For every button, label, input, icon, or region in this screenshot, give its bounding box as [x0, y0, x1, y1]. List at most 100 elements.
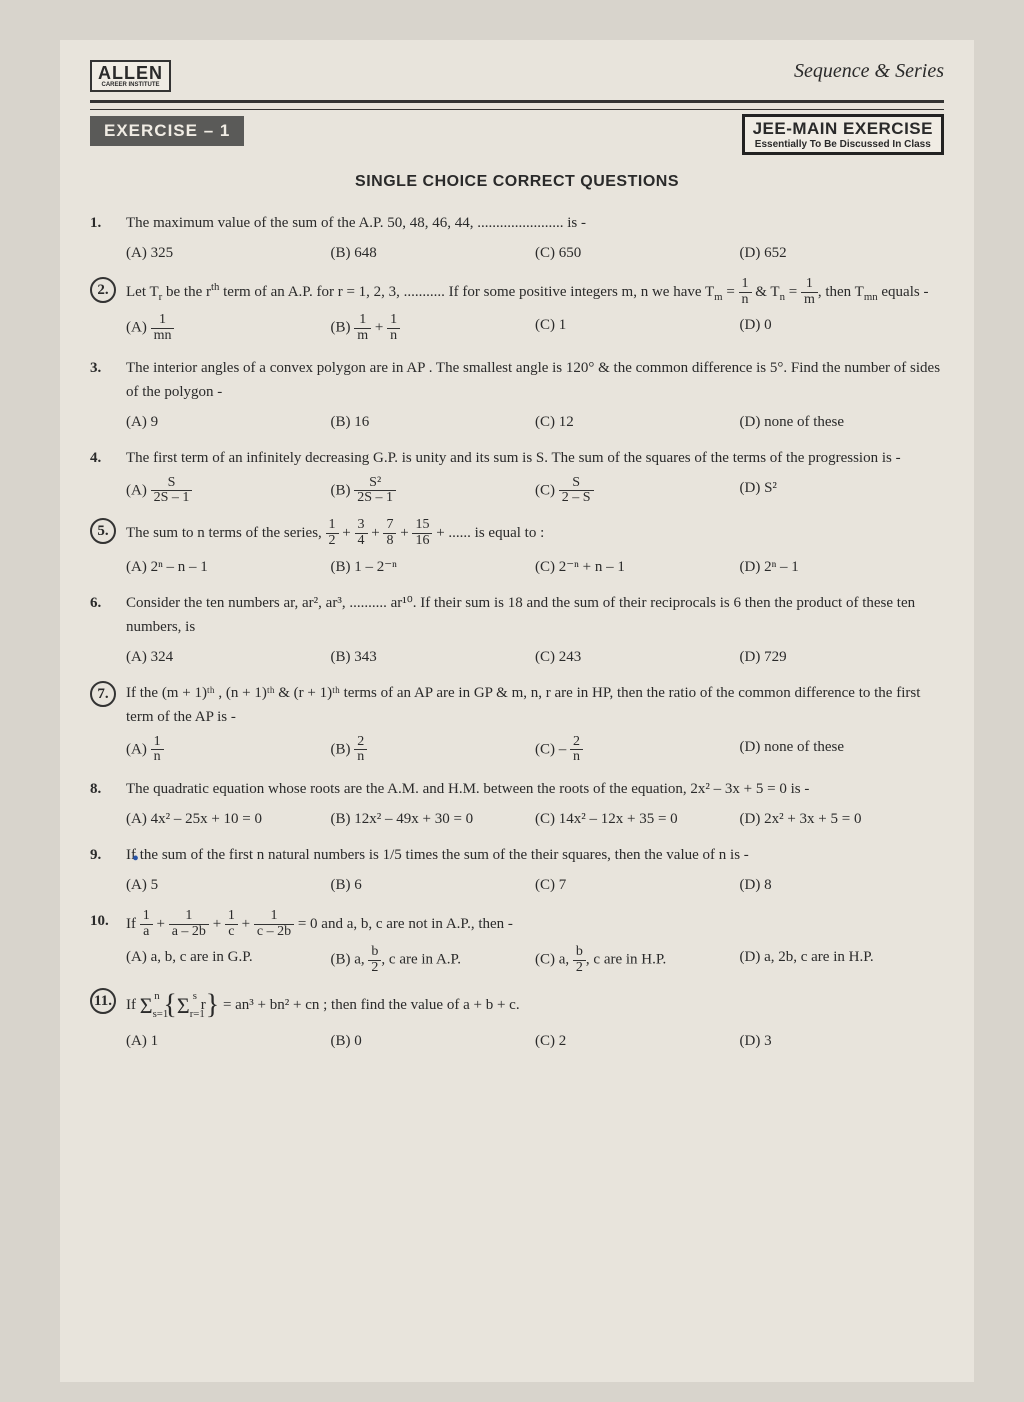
q11-opt-a: (A) 1 — [126, 1027, 331, 1055]
exercise-row: EXERCISE – 1 JEE-MAIN EXERCISE Essential… — [90, 116, 944, 146]
q4-body: The first term of an infinitely decreasi… — [126, 446, 944, 508]
q7-body: If the (m + 1)ᵗʰ , (n + 1)ᵗʰ & (r + 1)ᵗʰ… — [126, 681, 944, 767]
q11-opt-c: (C) 2 — [535, 1027, 740, 1055]
question-1: 1. The maximum value of the sum of the A… — [90, 211, 944, 267]
q10-text: If 1a + 1a – 2b + 1c + 1c – 2b = 0 and a… — [126, 916, 513, 932]
q2-opt-a: (A) 1mn — [126, 311, 331, 345]
q6-number: 6. — [90, 591, 126, 671]
q9-opt-d: (D) 8 — [740, 871, 945, 899]
brand-logo: ALLEN CAREER INSTITUTE — [90, 60, 171, 92]
q9-options: (A) 5 (B) 6 (C) 7 (D) 8 — [126, 871, 944, 899]
q6-opt-c: (C) 243 — [535, 643, 740, 671]
q5-options: (A) 2ⁿ – n – 1 (B) 1 – 2⁻ⁿ (C) 2⁻ⁿ + n –… — [126, 553, 944, 581]
q10-options: (A) a, b, c are in G.P. (B) a, b2, c are… — [126, 943, 944, 977]
q7-options: (A) 1n (B) 2n (C) – 2n (D) none of these — [126, 733, 944, 767]
q11-opt-d: (D) 3 — [740, 1027, 945, 1055]
brand-subtitle: CAREER INSTITUTE — [98, 82, 163, 88]
q5-opt-d: (D) 2ⁿ – 1 — [740, 553, 945, 581]
q7-opt-a: (A) 1n — [126, 733, 331, 767]
q1-opt-a: (A) 325 — [126, 239, 331, 267]
question-11: 11. If Σs=1n {Σr=1s r} = an³ + bn² + cn … — [90, 988, 944, 1055]
q7-text: If the (m + 1)ᵗʰ , (n + 1)ᵗʰ & (r + 1)ᵗʰ… — [126, 685, 920, 725]
q8-opt-b: (B) 12x² – 49x + 30 = 0 — [331, 805, 536, 833]
question-2: 2. Let Tr be the rth term of an A.P. for… — [90, 277, 944, 346]
q1-opt-b: (B) 648 — [331, 239, 536, 267]
q7-opt-c: (C) – 2n — [535, 733, 740, 767]
q1-number: 1. — [90, 211, 126, 267]
q8-opt-d: (D) 2x² + 3x + 5 = 0 — [740, 805, 945, 833]
q3-body: The interior angles of a convex polygon … — [126, 356, 944, 436]
q3-number: 3. — [90, 356, 126, 436]
q5-number: 5. — [90, 518, 126, 580]
q7-opt-d: (D) none of these — [740, 733, 945, 767]
q1-opt-c: (C) 650 — [535, 239, 740, 267]
q4-text: The first term of an infinitely decreasi… — [126, 450, 901, 466]
question-9: • 9. If the sum of the first n natural n… — [90, 843, 944, 899]
q2-opt-b: (B) 1m + 1n — [331, 311, 536, 345]
q7-opt-b: (B) 2n — [331, 733, 536, 767]
q9-opt-b: (B) 6 — [331, 871, 536, 899]
header-bar: ALLEN CAREER INSTITUTE Sequence & Series — [90, 60, 944, 98]
q9-opt-c: (C) 7 — [535, 871, 740, 899]
q3-text: The interior angles of a convex polygon … — [126, 360, 940, 400]
question-7: 7. If the (m + 1)ᵗʰ , (n + 1)ᵗʰ & (r + 1… — [90, 681, 944, 767]
q9-number: 9. — [90, 843, 126, 899]
q5-opt-b: (B) 1 – 2⁻ⁿ — [331, 553, 536, 581]
q11-text: If Σs=1n {Σr=1s r} = an³ + bn² + cn ; th… — [126, 997, 520, 1013]
q4-opt-b: (B) S²2S – 1 — [331, 474, 536, 508]
q2-opt-d: (D) 0 — [740, 311, 945, 345]
q5-opt-a: (A) 2ⁿ – n – 1 — [126, 553, 331, 581]
q1-text: The maximum value of the sum of the A.P.… — [126, 215, 586, 231]
q1-body: The maximum value of the sum of the A.P.… — [126, 211, 944, 267]
q1-options: (A) 325 (B) 648 (C) 650 (D) 652 — [126, 239, 944, 267]
q8-number: 8. — [90, 777, 126, 833]
q5-text: The sum to n terms of the series, 12 + 3… — [126, 525, 544, 541]
header-rule-thin — [90, 109, 944, 110]
q8-opt-a: (A) 4x² – 25x + 10 = 0 — [126, 805, 331, 833]
q11-number: 11. — [90, 988, 126, 1055]
q2-body: Let Tr be the rth term of an A.P. for r … — [126, 277, 944, 346]
q4-number: 4. — [90, 446, 126, 508]
q4-opt-a: (A) S2S – 1 — [126, 474, 331, 508]
header-rule-thick — [90, 100, 944, 103]
q3-opt-a: (A) 9 — [126, 408, 331, 436]
q7-number: 7. — [90, 681, 126, 767]
q10-opt-a: (A) a, b, c are in G.P. — [126, 943, 331, 977]
q2-options: (A) 1mn (B) 1m + 1n (C) 1 (D) 0 — [126, 311, 944, 345]
q5-body: The sum to n terms of the series, 12 + 3… — [126, 518, 944, 580]
q3-opt-b: (B) 16 — [331, 408, 536, 436]
q6-opt-a: (A) 324 — [126, 643, 331, 671]
worksheet-page: ALLEN CAREER INSTITUTE Sequence & Series… — [60, 40, 974, 1382]
q10-number: 10. — [90, 909, 126, 978]
q2-opt-c: (C) 1 — [535, 311, 740, 345]
question-3: 3. The interior angles of a convex polyg… — [90, 356, 944, 436]
q9-body: If the sum of the first n natural number… — [126, 843, 944, 899]
q8-text: The quadratic equation whose roots are t… — [126, 781, 809, 797]
q6-opt-d: (D) 729 — [740, 643, 945, 671]
question-8: 8. The quadratic equation whose roots ar… — [90, 777, 944, 833]
section-title: SINGLE CHOICE CORRECT QUESTIONS — [90, 155, 944, 201]
q5-opt-c: (C) 2⁻ⁿ + n – 1 — [535, 553, 740, 581]
q4-opt-d: (D) S² — [740, 474, 945, 508]
question-5: 5. The sum to n terms of the series, 12 … — [90, 518, 944, 580]
q8-body: The quadratic equation whose roots are t… — [126, 777, 944, 833]
q11-options: (A) 1 (B) 0 (C) 2 (D) 3 — [126, 1027, 944, 1055]
q6-text: Consider the ten numbers ar, ar², ar³, .… — [126, 595, 915, 635]
q4-opt-c: (C) S2 – S — [535, 474, 740, 508]
q3-opt-c: (C) 12 — [535, 408, 740, 436]
q1-opt-d: (D) 652 — [740, 239, 945, 267]
q10-opt-b: (B) a, b2, c are in A.P. — [331, 943, 536, 977]
q10-body: If 1a + 1a – 2b + 1c + 1c – 2b = 0 and a… — [126, 909, 944, 978]
q8-opt-c: (C) 14x² – 12x + 35 = 0 — [535, 805, 740, 833]
q2-number: 2. — [90, 277, 126, 346]
q2-text: Let Tr be the rth term of an A.P. for r … — [126, 284, 928, 300]
q6-options: (A) 324 (B) 343 (C) 243 (D) 729 — [126, 643, 944, 671]
subject-title: Sequence & Series — [794, 60, 944, 83]
question-6: 6. Consider the ten numbers ar, ar², ar³… — [90, 591, 944, 671]
q3-opt-d: (D) none of these — [740, 408, 945, 436]
q6-opt-b: (B) 343 — [331, 643, 536, 671]
q10-opt-c: (C) a, b2, c are in H.P. — [535, 943, 740, 977]
exercise-tag: EXERCISE – 1 — [90, 116, 244, 146]
q8-options: (A) 4x² – 25x + 10 = 0 (B) 12x² – 49x + … — [126, 805, 944, 833]
q4-options: (A) S2S – 1 (B) S²2S – 1 (C) S2 – S (D) … — [126, 474, 944, 508]
